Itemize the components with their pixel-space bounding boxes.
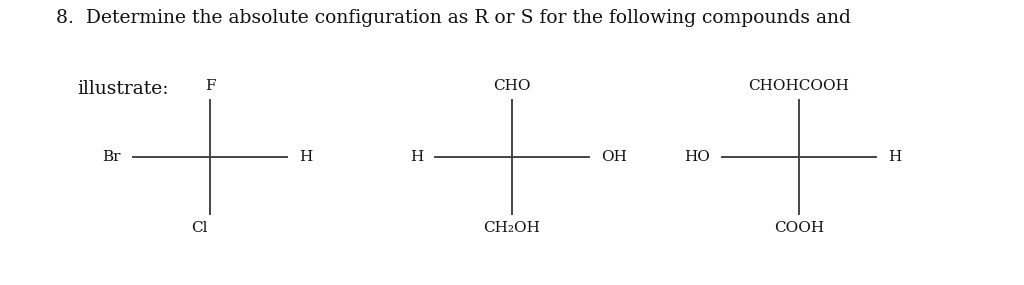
Text: F: F	[205, 79, 215, 93]
Text: CHOHCOOH: CHOHCOOH	[749, 79, 849, 93]
Text: H: H	[410, 150, 423, 164]
Text: H: H	[299, 150, 312, 164]
Text: Cl: Cl	[191, 221, 208, 235]
Text: CHO: CHO	[494, 79, 530, 93]
Text: Br: Br	[102, 150, 121, 164]
Text: HO: HO	[684, 150, 710, 164]
Text: illustrate:: illustrate:	[77, 80, 168, 98]
Text: OH: OH	[601, 150, 627, 164]
Text: CH₂OH: CH₂OH	[483, 221, 541, 235]
Text: H: H	[888, 150, 901, 164]
Text: COOH: COOH	[774, 221, 823, 235]
Text: 8.  Determine the absolute configuration as R or S for the following compounds a: 8. Determine the absolute configuration …	[56, 9, 851, 27]
